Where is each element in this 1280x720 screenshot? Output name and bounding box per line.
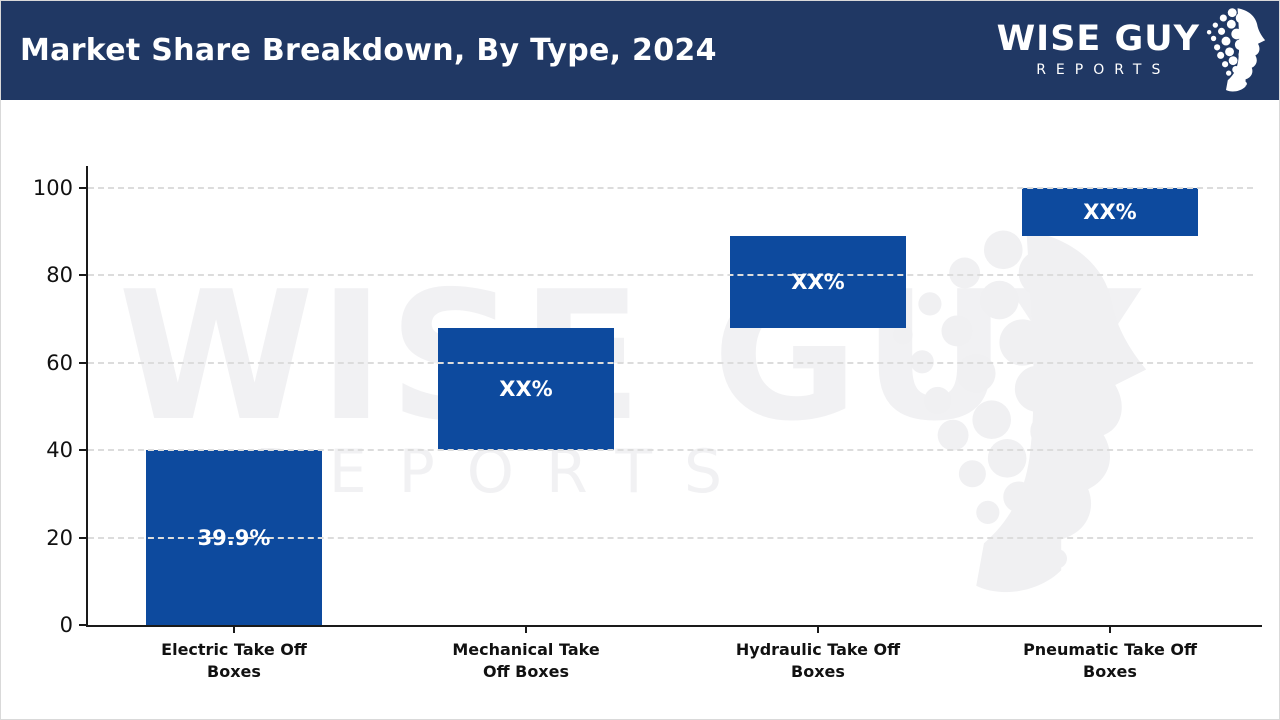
- y-tick-mark: [79, 536, 86, 539]
- gridline: [88, 536, 1253, 539]
- page-title: Market Share Breakdown, By Type, 2024: [20, 32, 717, 68]
- gridline: [88, 186, 1253, 189]
- logo-wordmark: WISE GUY: [996, 19, 1200, 59]
- header: Market Share Breakdown, By Type, 2024 WI…: [0, 0, 1280, 100]
- category-label: Pneumatic Take Off Boxes: [990, 639, 1230, 682]
- logo-subtitle: REPORTS: [1036, 62, 1171, 78]
- y-tick-label: 40: [46, 438, 73, 462]
- category-label-line: Boxes: [791, 661, 845, 681]
- gridline: [88, 449, 1253, 451]
- y-tick-mark: [79, 624, 86, 626]
- category-label-line: Electric Take Off: [161, 640, 307, 659]
- category-label-line: Hydraulic Take Off: [735, 640, 901, 659]
- logo-text: WISE GUY REPORTS: [996, 19, 1200, 79]
- x-tick-mark: [525, 627, 527, 633]
- category-label-line: Pneumatic Take Off: [1023, 640, 1197, 659]
- bar-value-label: XX%: [499, 376, 553, 401]
- gridline: [88, 361, 1253, 364]
- x-tick-mark: [1109, 627, 1111, 633]
- category-label-line: Mechanical Take: [452, 640, 600, 659]
- watermark-subtitle: REPORTS: [255, 437, 755, 507]
- x-tick-mark: [817, 627, 819, 633]
- y-tick-mark: [79, 361, 86, 364]
- category-label-line: Off Boxes: [482, 661, 569, 681]
- x-axis-line: [86, 625, 1262, 627]
- category-label: Mechanical Take Off Boxes: [406, 639, 646, 682]
- y-tick-label: 80: [46, 263, 73, 287]
- bar-value-label: XX%: [791, 269, 845, 294]
- bar-segment: [730, 235, 906, 328]
- y-tick-label: 100: [32, 175, 73, 200]
- category-label-line: Boxes: [207, 661, 261, 681]
- wise-guy-logo: WISE GUY REPORTS: [997, 6, 1266, 94]
- category-label: Hydraulic Take Off Boxes: [698, 639, 938, 682]
- y-tick-label: 20: [46, 525, 73, 550]
- bar-value-label: XX%: [1083, 199, 1137, 224]
- y-tick-label: 60: [46, 350, 73, 375]
- x-tick-mark: [233, 627, 235, 633]
- category-label: Electric Take Off Boxes: [114, 639, 354, 682]
- gridline: [88, 274, 1253, 276]
- dotted-head-profile-icon: [1206, 8, 1266, 92]
- y-tick-mark: [79, 449, 86, 451]
- category-label-line: Boxes: [1083, 661, 1137, 681]
- y-tick-mark: [79, 274, 86, 276]
- bar-segment: [1022, 187, 1198, 236]
- y-axis-line: [86, 165, 88, 627]
- y-tick-mark: [79, 186, 86, 189]
- bar-segment: [438, 327, 614, 451]
- y-tick-label: 0: [59, 613, 73, 637]
- bar-value-label: 39.9%: [197, 525, 271, 550]
